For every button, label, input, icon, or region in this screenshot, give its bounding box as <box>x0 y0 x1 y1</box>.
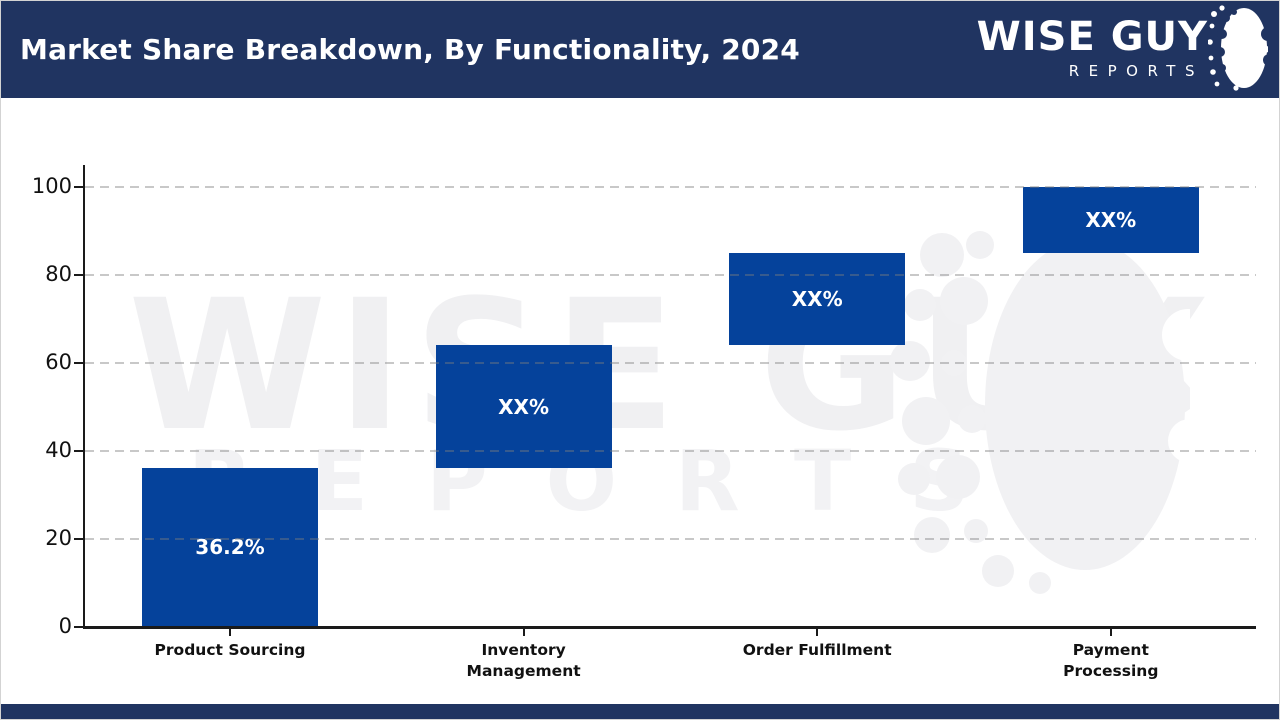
y-tick-mark <box>74 450 83 452</box>
x-tick-mark <box>816 629 819 636</box>
y-tick-mark <box>74 186 83 188</box>
bar-value-label: XX% <box>1085 208 1137 232</box>
brand-name: WISE GUY <box>976 14 1208 60</box>
x-axis <box>83 626 1256 629</box>
y-tick-mark <box>74 626 83 628</box>
y-tick-label: 20 <box>45 526 72 550</box>
x-tick-mark <box>1109 629 1112 636</box>
y-axis <box>83 165 85 629</box>
gridline <box>85 186 1256 188</box>
y-tick-label: 0 <box>58 614 72 638</box>
y-tick-label: 60 <box>45 350 72 374</box>
bar: XX% <box>729 253 906 346</box>
brand-logo: WISE GUY REPORTS <box>977 0 1270 98</box>
gridline <box>85 450 1256 452</box>
bar-value-label: 36.2% <box>195 535 265 560</box>
y-tick-label: 100 <box>31 174 72 198</box>
bar: XX% <box>1022 187 1199 253</box>
y-tick-mark <box>74 274 83 276</box>
x-tick-label: Order Fulfillment <box>742 641 892 659</box>
y-tick-label: 40 <box>45 438 72 462</box>
y-tick-mark <box>74 538 83 540</box>
page-title: Market Share Breakdown, By Functionality… <box>20 32 800 66</box>
y-tick-mark <box>74 362 83 364</box>
x-tick-mark <box>229 629 231 636</box>
x-tick-label: Payment Processing <box>1063 641 1159 680</box>
bar: XX% <box>435 345 612 468</box>
brand-subname: REPORTS <box>1068 62 1204 80</box>
bar-value-label: XX% <box>498 394 550 419</box>
bar-value-label: XX% <box>791 287 843 312</box>
wise-guy-head-icon <box>1208 5 1268 91</box>
bar: 36.2% <box>142 467 318 627</box>
header-bar: Market Share Breakdown, By Functionality… <box>0 0 1280 98</box>
footer-bar <box>0 704 1280 720</box>
y-tick-label: 80 <box>45 262 72 286</box>
gridline <box>85 274 1256 276</box>
x-tick-label: Product Sourcing <box>154 641 306 659</box>
gridline <box>85 538 1256 540</box>
gridline <box>85 362 1256 364</box>
x-tick-mark <box>522 629 525 636</box>
x-tick-label: Inventory Management <box>466 641 581 680</box>
